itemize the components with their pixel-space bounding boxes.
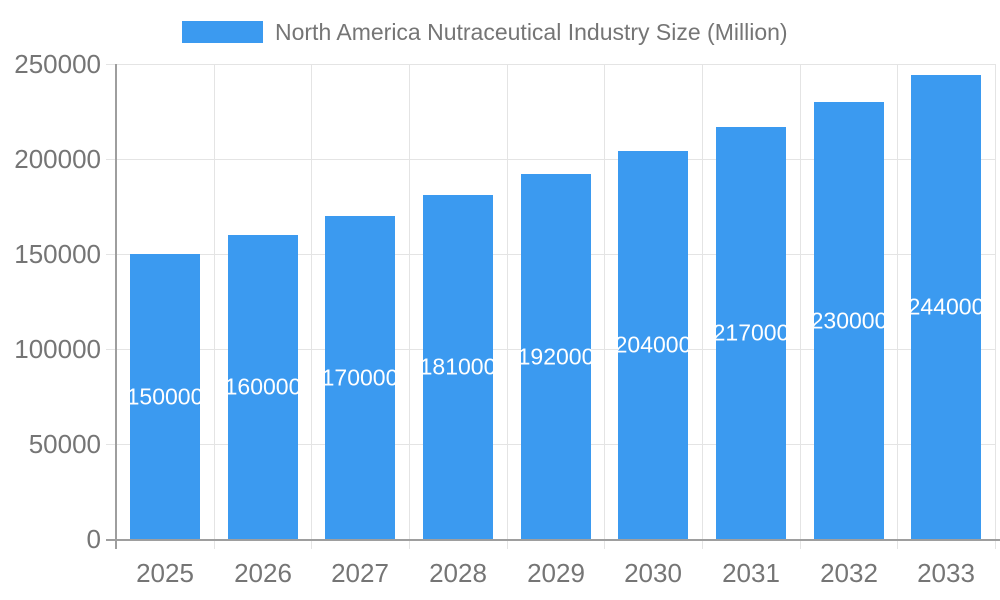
bar-2031[interactable]: 217000 (716, 127, 786, 539)
x-gridline (311, 64, 312, 549)
bar-value-label: 230000 (814, 307, 884, 333)
bar-2030[interactable]: 204000 (618, 151, 688, 539)
x-gridline (604, 64, 605, 549)
x-gridline (507, 64, 508, 549)
x-axis-tick-label-2027: 2027 (331, 558, 389, 588)
y-axis-tick-label: 200000 (14, 144, 101, 174)
y-gridline (106, 64, 995, 65)
y-axis-tick-label: 150000 (14, 239, 101, 269)
y-axis-tick-label: 250000 (14, 49, 101, 79)
x-gridline (800, 64, 801, 549)
bar-value-label: 170000 (325, 364, 395, 390)
x-axis-line (106, 539, 1000, 541)
bar-2026[interactable]: 160000 (228, 235, 298, 539)
bar-2027[interactable]: 170000 (325, 216, 395, 539)
bar-value-label: 204000 (618, 331, 688, 358)
x-axis-tick-label-2029: 2029 (527, 558, 585, 588)
bar-2032[interactable]: 230000 (814, 102, 884, 539)
x-axis-tick-label-2030: 2030 (624, 558, 682, 588)
y-gridline (106, 159, 995, 160)
y-axis-tick-label: 100000 (14, 334, 101, 364)
bar-value-label: 192000 (521, 343, 591, 369)
bar-2028[interactable]: 181000 (423, 195, 493, 539)
bar-value-label: 160000 (228, 373, 298, 400)
x-gridline (409, 64, 410, 549)
x-axis-tick-label-2031: 2031 (722, 558, 780, 588)
x-axis-tick-label-2026: 2026 (234, 558, 292, 588)
bar-value-label: 150000 (130, 383, 200, 409)
y-axis-line (115, 64, 117, 549)
y-axis-tick-label: 0 (86, 524, 101, 554)
x-gridline (702, 64, 703, 549)
bar-value-label: 181000 (423, 353, 493, 380)
bar-value-label: 244000 (911, 293, 981, 320)
bar-2025[interactable]: 150000 (130, 254, 200, 539)
legend-label: North America Nutraceutical Industry Siz… (275, 19, 788, 45)
x-axis-tick-label-2033: 2033 (917, 558, 975, 588)
bar-2029[interactable]: 192000 (521, 174, 591, 539)
x-gridline (214, 64, 215, 549)
x-gridline (897, 64, 898, 549)
legend-swatch-icon (182, 21, 263, 43)
x-axis-tick-label-2032: 2032 (820, 558, 878, 588)
bar-2033[interactable]: 244000 (911, 75, 981, 539)
bar-value-label: 217000 (716, 319, 786, 346)
x-gridline (995, 64, 996, 549)
y-axis-tick-label: 50000 (28, 429, 101, 459)
x-axis-tick-label-2028: 2028 (429, 558, 487, 588)
legend-item[interactable]: North America Nutraceutical Industry Siz… (182, 19, 788, 45)
x-axis-tick-label-2025: 2025 (136, 558, 194, 588)
